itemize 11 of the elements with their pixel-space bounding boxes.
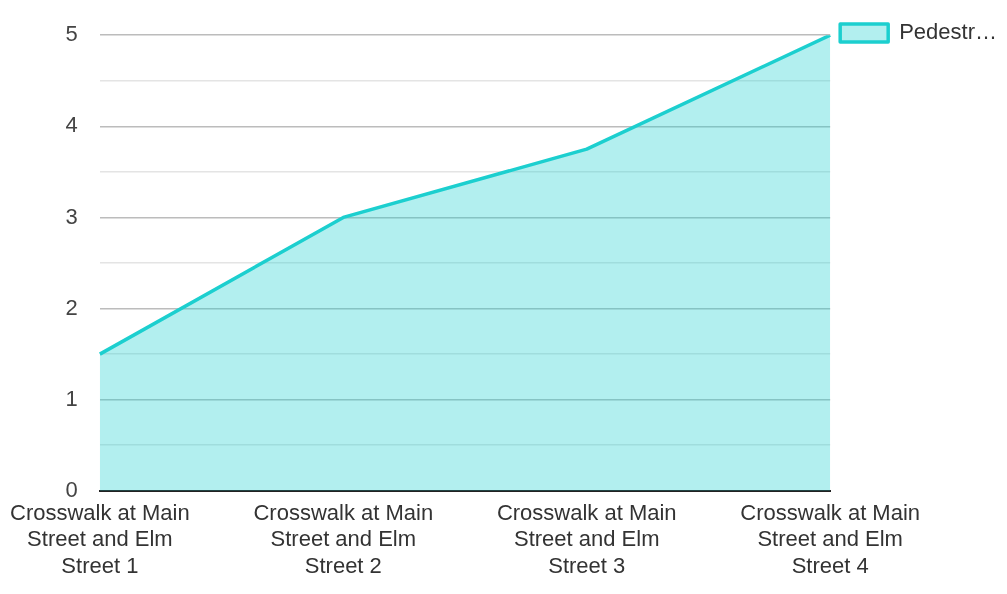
x-tick-label: Crosswalk at Main Street and Elm Street 2 bbox=[253, 500, 434, 578]
y-tick-label: 0 bbox=[65, 476, 78, 502]
x-tick-label: Crosswalk at Main Street and Elm Street 1 bbox=[10, 500, 190, 578]
y-tick-label: 3 bbox=[65, 203, 78, 229]
y-tick-label: 1 bbox=[65, 385, 78, 411]
y-tick-label: 2 bbox=[65, 294, 78, 320]
x-tick-label: Crosswalk at Main Street and Elm Street 4 bbox=[740, 500, 921, 578]
legend-label: Pedestr… bbox=[899, 19, 998, 45]
x-tick-label: Crosswalk at Main Street and Elm Street 3 bbox=[496, 500, 677, 578]
y-tick-label: 4 bbox=[65, 112, 78, 138]
y-tick-label: 5 bbox=[65, 21, 78, 47]
